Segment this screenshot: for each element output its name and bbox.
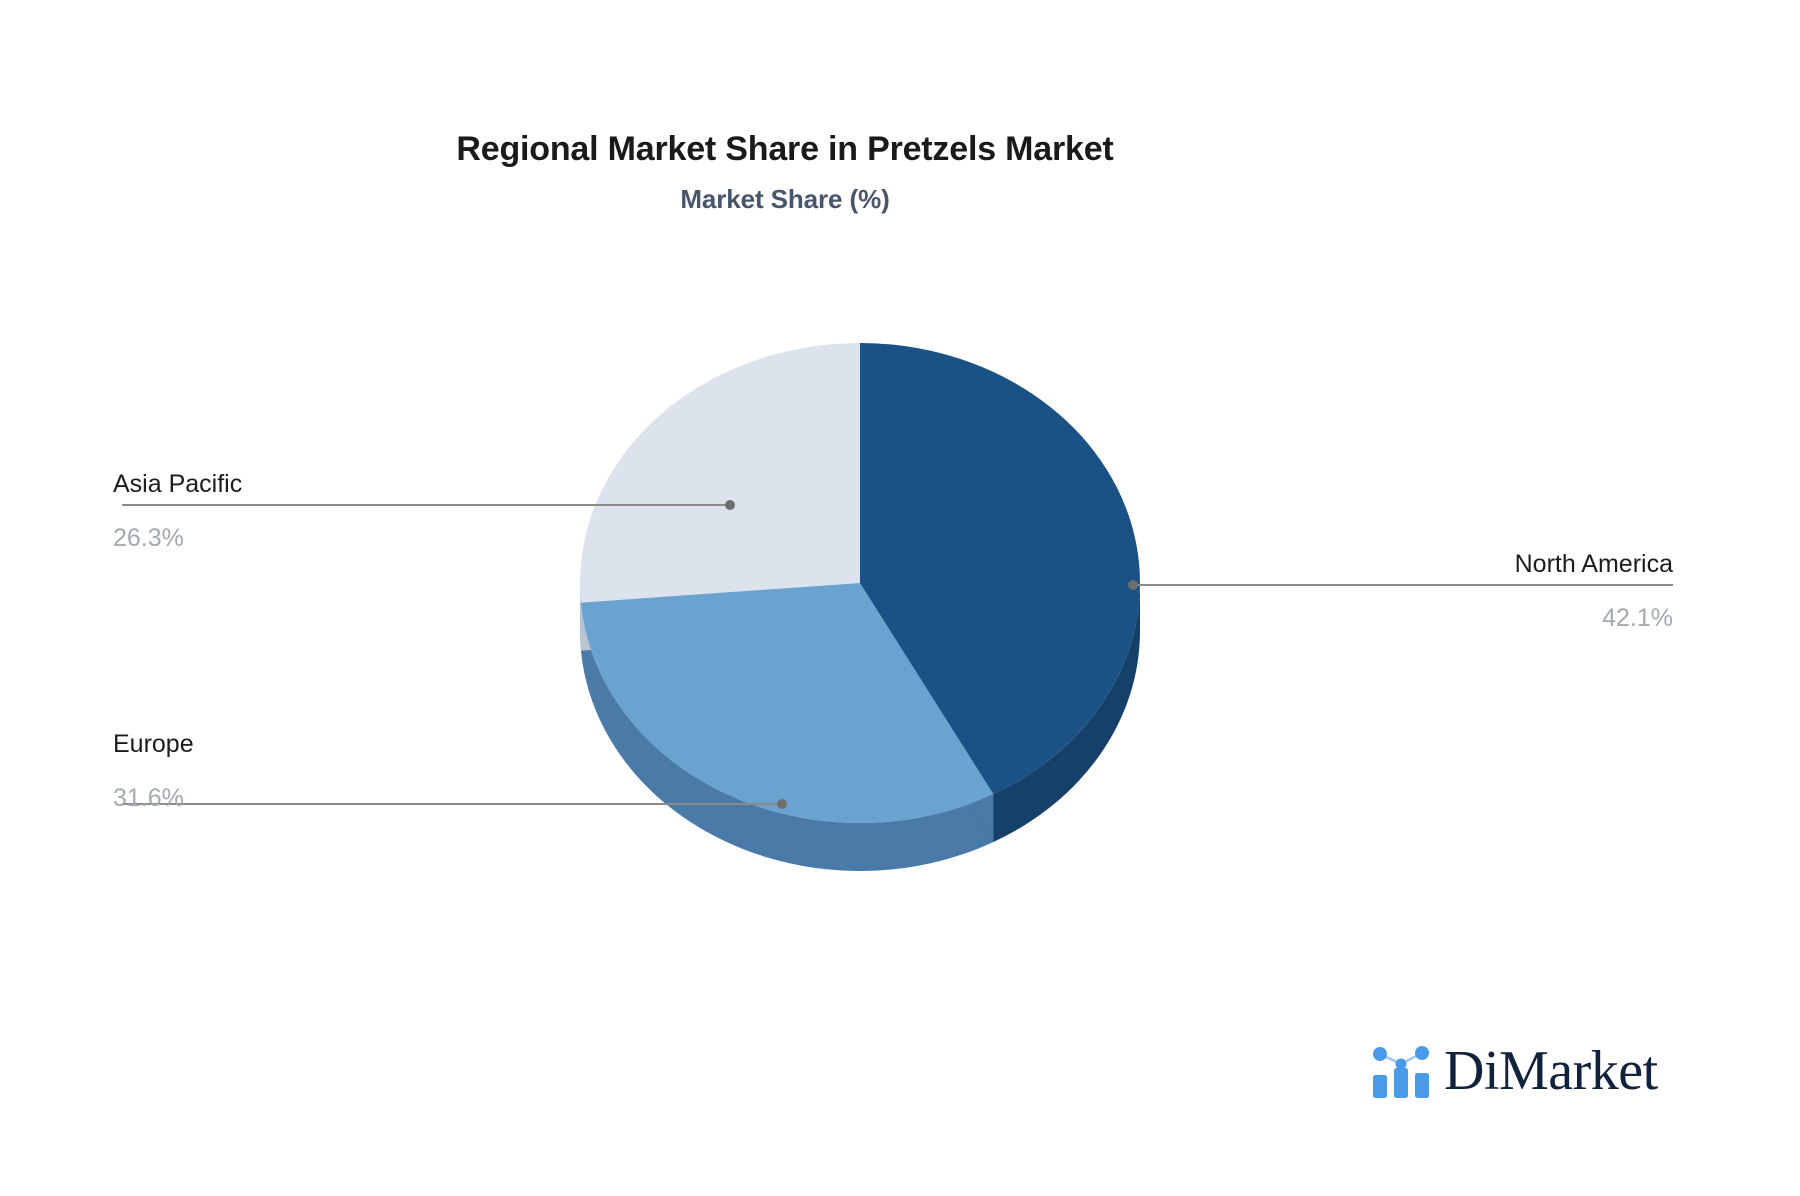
leader-line-europe: [122, 803, 782, 805]
pie-slices: North America 42.1%Europe 31.6%Asia Paci…: [580, 343, 1140, 823]
callout-asia-pacific: Asia Pacific: [113, 467, 242, 501]
brand-logo: DiMarket: [1370, 1042, 1658, 1100]
callout-label-north-america: North America: [1514, 550, 1673, 578]
leader-line-north-america: [1133, 584, 1673, 586]
callout-asia-pacific-value: 26.3%: [113, 512, 184, 555]
callout-europe-value: 31.6%: [113, 772, 184, 815]
callout-north-america: North America: [1173, 547, 1673, 581]
callout-north-america-value: 42.1%: [1173, 592, 1673, 635]
callout-value-asia-pacific: 26.3%: [113, 524, 184, 552]
pie-chart: North America 42.1%Europe 31.6%Asia Paci…: [570, 343, 1150, 888]
pie-slice-north-america[interactable]: North America 42.1%: [860, 343, 1140, 795]
callout-value-north-america: 42.1%: [1602, 604, 1673, 632]
callout-label-europe: Europe: [113, 730, 194, 758]
chart-title: Regional Market Share in Pretzels Market: [456, 130, 1114, 168]
pie-slice-asia-pacific[interactable]: Asia Pacific 26.3%: [580, 343, 860, 603]
callout-label-asia-pacific: Asia Pacific: [113, 470, 243, 498]
leader-dot-europe: [777, 799, 787, 809]
callout-value-europe: 31.6%: [113, 784, 184, 812]
leader-dot-north-america: [1128, 580, 1138, 590]
pie-slice-europe[interactable]: Europe 31.6%: [580, 583, 994, 823]
pie-depth-north-america: [993, 583, 1140, 843]
leader-dot-asia-pacific: [725, 500, 735, 510]
pie-svg: North America 42.1%Europe 31.6%Asia Paci…: [580, 343, 1140, 872]
leader-line-asia-pacific: [122, 504, 730, 506]
pie-depth-asia-pacific: [580, 583, 581, 651]
chart-subtitle: Market Share (%): [680, 184, 890, 214]
bar-chart-icon: [1373, 1046, 1429, 1098]
brand-logo-text: DiMarket: [1444, 1040, 1658, 1102]
callout-europe: Europe: [113, 727, 194, 761]
